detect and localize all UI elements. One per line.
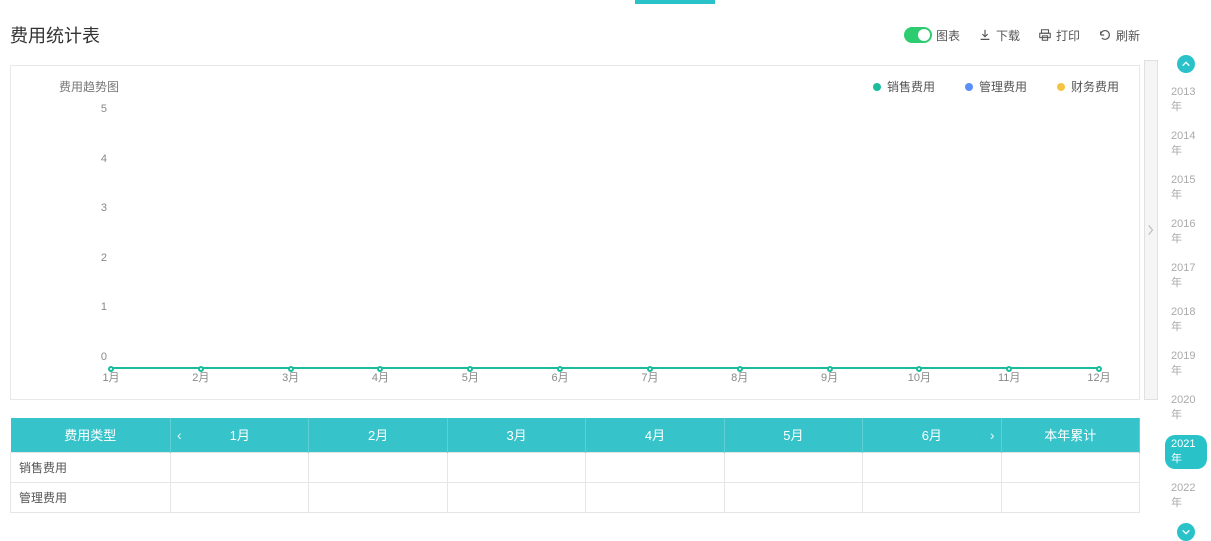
chevron-right-icon <box>1147 224 1155 236</box>
series-marker <box>108 366 114 372</box>
year-scroll-down-button[interactable] <box>1177 523 1195 541</box>
row-cell <box>863 452 1001 482</box>
series-marker <box>647 366 653 372</box>
series-marker <box>916 366 922 372</box>
year-item[interactable]: 2018年 <box>1165 303 1207 337</box>
series-marker <box>557 366 563 372</box>
year-item[interactable]: 2022年 <box>1165 479 1207 513</box>
year-item[interactable]: 2019年 <box>1165 347 1207 381</box>
chevron-up-icon <box>1181 59 1191 69</box>
y-tick-label: 3 <box>101 202 107 214</box>
series-marker <box>198 366 204 372</box>
legend-dot-icon <box>1057 83 1065 91</box>
print-icon <box>1038 28 1052 42</box>
toolbar: 图表 下载 打印 <box>904 27 1140 44</box>
page-header: 费用统计表 图表 下载 打印 <box>10 15 1140 55</box>
year-item[interactable]: 2021年 <box>1165 435 1207 469</box>
chart-plot-area: 012345 1月2月3月4月5月6月7月8月9月10月11月12月 <box>111 121 1099 369</box>
table-row: 销售费用 <box>11 452 1140 482</box>
refresh-icon <box>1098 28 1112 42</box>
series-marker <box>467 366 473 372</box>
download-button[interactable]: 下载 <box>978 27 1020 44</box>
download-label: 下载 <box>996 27 1020 44</box>
row-total <box>1001 452 1139 482</box>
series-marker <box>737 366 743 372</box>
table-scroll-right-button[interactable]: › <box>990 427 995 443</box>
legend-item[interactable]: 销售费用 <box>873 78 935 95</box>
year-item[interactable]: 2015年 <box>1165 171 1207 205</box>
year-item[interactable]: 2020年 <box>1165 391 1207 425</box>
y-tick-label: 1 <box>101 301 107 313</box>
table-header-month: 1月‹ <box>171 418 309 452</box>
print-button[interactable]: 打印 <box>1038 27 1080 44</box>
chart-toggle-label: 图表 <box>936 27 960 44</box>
legend-dot-icon <box>873 83 881 91</box>
chart-toggle[interactable]: 图表 <box>904 27 960 44</box>
series-marker <box>288 366 294 372</box>
row-cell <box>586 482 724 512</box>
download-icon <box>978 28 992 42</box>
legend-dot-icon <box>965 83 973 91</box>
series-marker <box>377 366 383 372</box>
series-line <box>111 367 1099 369</box>
toggle-switch-icon <box>904 27 932 43</box>
legend-label: 销售费用 <box>887 78 935 95</box>
row-total <box>1001 482 1139 512</box>
chart-title: 费用趋势图 <box>59 78 119 95</box>
active-nav-indicator <box>635 0 715 4</box>
table-header-type: 费用类型 <box>11 418 171 452</box>
chevron-down-icon <box>1181 527 1191 537</box>
row-cell <box>724 482 862 512</box>
row-cell <box>724 452 862 482</box>
row-label: 管理费用 <box>11 482 171 512</box>
table-body: 销售费用管理费用 <box>11 452 1140 512</box>
row-cell <box>863 482 1001 512</box>
table-header-month: 2月 <box>309 418 447 452</box>
row-cell <box>586 452 724 482</box>
table-header-month: 6月› <box>863 418 1001 452</box>
year-item[interactable]: 2013年 <box>1165 83 1207 117</box>
table-header-total: 本年累计 <box>1001 418 1139 452</box>
row-cell <box>171 482 309 512</box>
row-label: 销售费用 <box>11 452 171 482</box>
table-scroll-left-button[interactable]: ‹ <box>177 427 182 443</box>
y-tick-label: 4 <box>101 153 107 165</box>
table-row: 管理费用 <box>11 482 1140 512</box>
year-item[interactable]: 2017年 <box>1165 259 1207 293</box>
row-cell <box>447 482 585 512</box>
y-tick-label: 2 <box>101 252 107 264</box>
series-marker <box>827 366 833 372</box>
chart-legend: 销售费用 管理费用 财务费用 <box>873 78 1119 95</box>
year-item[interactable]: 2014年 <box>1165 127 1207 161</box>
row-cell <box>447 452 585 482</box>
table-header-row: 费用类型1月‹2月3月4月5月6月›本年累计 <box>11 418 1140 452</box>
legend-label: 财务费用 <box>1071 78 1119 95</box>
chart-card: 费用趋势图 销售费用管理费用财务费用 012345 1月2月3月4月5月6月7月… <box>10 65 1140 400</box>
x-axis: 1月2月3月4月5月6月7月8月9月10月11月12月 <box>111 369 1099 387</box>
row-cell <box>309 482 447 512</box>
legend-item[interactable]: 管理费用 <box>965 78 1027 95</box>
print-label: 打印 <box>1056 27 1080 44</box>
series-marker <box>1006 366 1012 372</box>
year-sidebar: 2013年 2014年 2015年 2016年 2017年 2018年 2019年 2020年… <box>1165 55 1207 541</box>
refresh-button[interactable]: 刷新 <box>1098 27 1140 44</box>
refresh-label: 刷新 <box>1116 27 1140 44</box>
series-marker <box>1096 366 1102 372</box>
page-title: 费用统计表 <box>10 22 100 48</box>
table-header-month: 4月 <box>586 418 724 452</box>
y-tick-label: 5 <box>101 103 107 115</box>
row-cell <box>171 452 309 482</box>
year-item[interactable]: 2016年 <box>1165 215 1207 249</box>
expense-table: 费用类型1月‹2月3月4月5月6月›本年累计 销售费用管理费用 <box>10 418 1140 513</box>
row-cell <box>309 452 447 482</box>
year-scroll-up-button[interactable] <box>1177 55 1195 73</box>
y-axis: 012345 <box>91 121 111 369</box>
legend-item[interactable]: 财务费用 <box>1057 78 1119 95</box>
y-tick-label: 0 <box>101 351 107 363</box>
collapse-sidebar-button[interactable] <box>1144 60 1158 400</box>
legend-label: 管理费用 <box>979 78 1027 95</box>
table-header-month: 5月 <box>724 418 862 452</box>
table-header-month: 3月 <box>447 418 585 452</box>
